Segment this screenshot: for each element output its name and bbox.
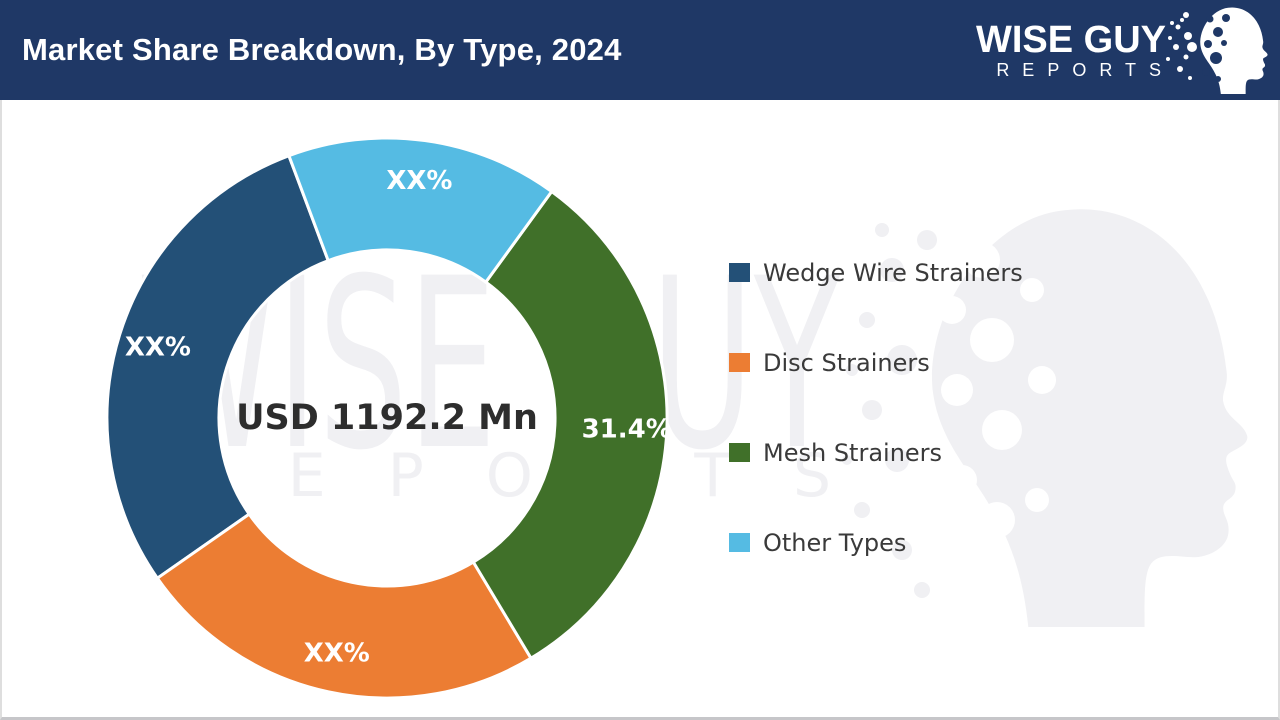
legend-label-disc-strainers: Disc Strainers: [763, 349, 930, 377]
legend-swatch-disc-strainers: [729, 353, 750, 372]
logo-text: WISE GUY REPORTS: [976, 20, 1166, 80]
legend-label-mesh-strainers: Mesh Strainers: [763, 439, 943, 467]
legend: Wedge Wire Strainers Disc Strainers Mesh S…: [729, 256, 1023, 616]
slice-label-other-types: XX%: [386, 166, 452, 196]
donut-slice-wedge-wire-strainers: [105, 154, 330, 580]
donut-chart: XX% XX% 31.4% XX%: [105, 136, 672, 700]
logo-subtitle: REPORTS: [996, 60, 1174, 80]
watermark-face: [842, 209, 1248, 628]
legend-item-mesh-strainers: Mesh Strainers: [729, 436, 1023, 472]
watermark-subtitle: REPORTS: [184, 441, 894, 511]
legend-swatch-other-types: [729, 533, 750, 552]
legend-swatch-wedge-wire-strainers: [729, 263, 750, 282]
page-title: Market Share Breakdown, By Type, 2024: [22, 32, 622, 67]
wise-guy-logo: WISE GUY REPORTS: [976, 5, 1270, 95]
header: Market Share Breakdown, By Type, 2024 WI…: [0, 0, 1280, 100]
donut-slice-mesh-strainers: [471, 190, 669, 660]
donut-slice-disc-strainers: [155, 512, 533, 700]
legend-item-disc-strainers: Disc Strainers: [729, 346, 1023, 382]
legend-swatch-mesh-strainers: [729, 443, 750, 462]
slice-label-mesh-strainers: 31.4%: [582, 415, 672, 445]
donut-slice-other-types: [287, 136, 554, 284]
slice-label-wedge-wire-strainers: XX%: [125, 333, 191, 363]
slice-label-disc-strainers: XX%: [304, 639, 370, 669]
logo-wordmark: WISE GUY: [975, 19, 1166, 61]
legend-item-other-types: Other Types: [729, 526, 1023, 562]
legend-label-other-types: Other Types: [763, 529, 907, 557]
legend-item-wedge-wire-strainers: Wedge Wire Strainers: [729, 256, 1023, 292]
legend-label-wedge-wire-strainers: Wedge Wire Strainers: [763, 259, 1023, 287]
donut-center-value: USD 1192.2 Mn: [236, 398, 538, 438]
chart-area: WISE GUY REPORTS XX% XX% 31.4% XX% USD 1192…: [0, 100, 1280, 720]
logo-face-icon: [1166, 7, 1268, 94]
